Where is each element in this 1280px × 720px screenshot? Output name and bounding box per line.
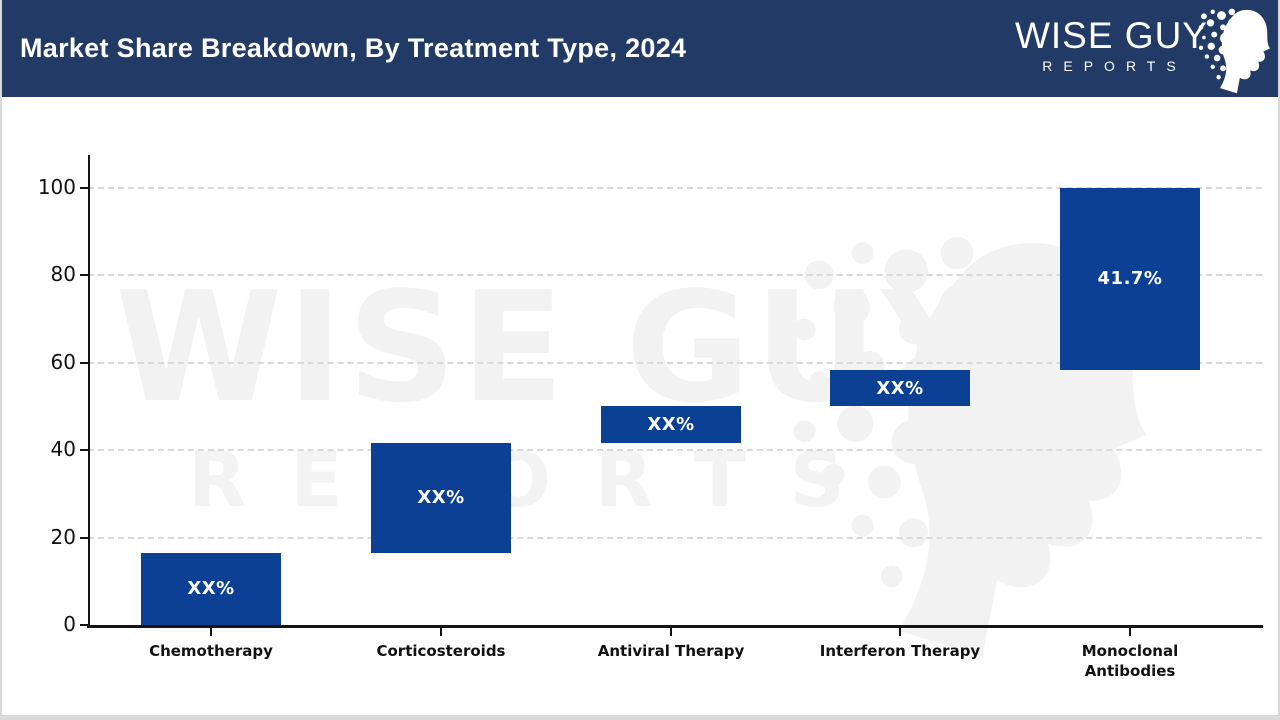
bar-value-label: XX% [876, 377, 924, 399]
y-axis-tick [80, 624, 88, 626]
y-axis-label: 80 [50, 262, 76, 286]
bar-value-label: XX% [187, 578, 235, 600]
x-axis-tick [440, 628, 442, 636]
wise-guy-reports-logo: WISE GUY REPORTS [1012, 4, 1272, 94]
y-axis-tick [80, 361, 88, 364]
x-axis-label: Interferon Therapy [819, 642, 981, 660]
bar-segment-1: XX% [141, 552, 281, 625]
y-axis-label: 100 [37, 174, 76, 199]
header-bar: Market Share Breakdown, By Treatment Typ… [0, 0, 1280, 97]
gridline-80 [88, 274, 1262, 276]
gridline-40 [88, 449, 1262, 451]
bar-segment-5: 41.7% [1060, 187, 1200, 370]
y-axis-label: 20 [50, 524, 76, 549]
logo-wiseguy-label: WISE GUY [1014, 15, 1208, 56]
y-axis-label: 40 [50, 437, 76, 461]
x-axis-tick [1129, 628, 1131, 636]
y-axis-label: 60 [50, 349, 76, 374]
logo-reports-label: REPORTS [1042, 57, 1187, 74]
x-axis-tick [670, 628, 672, 636]
x-axis-label: Chemotherapy [149, 642, 273, 660]
y-axis-tick [80, 449, 88, 451]
bar-segment-4: XX% [830, 369, 970, 407]
logo-head-icon [1198, 8, 1270, 94]
x-axis-label: Monoclonal Antibodies [1081, 642, 1179, 681]
gridline-100 [88, 186, 1262, 189]
y-axis-line [88, 155, 90, 628]
x-axis-label: Antiviral Therapy [597, 642, 745, 660]
gridline-20 [88, 536, 1262, 539]
y-axis-tick [80, 274, 88, 276]
bar-value-label: XX% [417, 487, 465, 509]
bar-segment-3: XX% [601, 406, 741, 443]
x-axis-tick [899, 628, 901, 636]
bar-value-label: 41.7% [1097, 268, 1163, 290]
x-axis-line [87, 625, 1263, 628]
bar-segment-2: XX% [371, 442, 511, 553]
watermark-reports-text: REPORTS [188, 435, 889, 524]
y-axis-tick [80, 186, 88, 189]
chart-title: Market Share Breakdown, By Treatment Typ… [20, 33, 687, 63]
logo-text: WISE GUY REPORTS [1014, 15, 1208, 74]
y-axis-label: 0 [63, 612, 76, 636]
y-axis-tick [80, 536, 88, 539]
bar-value-label: XX% [647, 413, 695, 435]
x-axis-tick [210, 628, 212, 636]
gridline-60 [88, 361, 1262, 364]
x-axis-label: Corticosteroids [376, 642, 506, 660]
